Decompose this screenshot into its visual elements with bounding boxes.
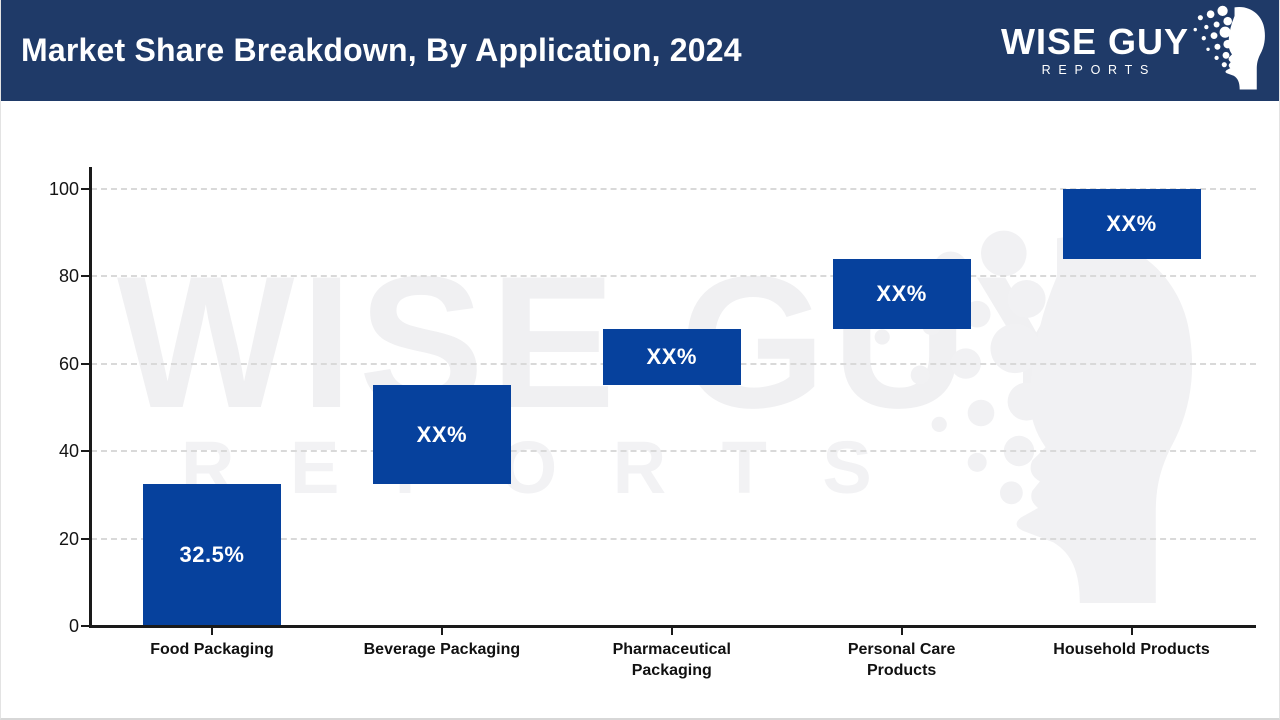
category-label: Household Products [1053, 641, 1210, 658]
page-title: Market Share Breakdown, By Application, … [21, 32, 742, 68]
x-tick-mark [440, 627, 443, 635]
x-tick-mark [900, 627, 903, 635]
bar-segment: XX% [832, 258, 971, 329]
y-tick-mark [81, 362, 89, 365]
y-tick-mark [81, 275, 89, 277]
category-label: Beverage Packaging [363, 641, 521, 658]
category-label: Food Packaging [150, 641, 274, 658]
bar-segment: XX% [602, 328, 741, 386]
y-tick-label: 60 [58, 353, 79, 374]
bar-value-label: 32.5% [179, 541, 245, 567]
gridline [91, 537, 1256, 540]
y-tick-label: 100 [48, 178, 79, 199]
x-tick-mark [1130, 627, 1133, 635]
dotted-face-profile-icon [1193, 5, 1265, 89]
y-tick-mark [81, 450, 89, 452]
bar-segment: XX% [1062, 188, 1201, 259]
brand-logo: WISE GUY REPORTS [1001, 4, 1269, 98]
category-label: Personal Care Products [847, 641, 956, 679]
x-tick-mark [211, 627, 213, 635]
x-axis-line [89, 625, 1256, 628]
category-label: Pharmaceutical Packaging [612, 641, 731, 679]
brand-subtitle: REPORTS [1041, 63, 1157, 78]
y-tick-label: 0 [68, 616, 79, 636]
brand-logo-text: WISE GUY REPORTS [1001, 24, 1189, 77]
watermark-subtitle-text: REPORTS [181, 426, 928, 509]
y-tick-mark [81, 187, 89, 190]
gridline [91, 187, 1256, 190]
y-tick-label: 40 [58, 441, 79, 461]
header-bar: Market Share Breakdown, By Application, … [1, 0, 1279, 101]
bar-segment: 32.5% [143, 483, 281, 626]
y-tick-mark [81, 625, 89, 627]
y-tick-label: 80 [58, 266, 79, 286]
bar-segment: XX% [372, 385, 511, 484]
bar-value-label: XX% [646, 343, 697, 369]
y-axis-line [89, 167, 92, 628]
bar-value-label: XX% [876, 280, 927, 306]
gridline [91, 450, 1256, 452]
bar-value-label: XX% [416, 421, 468, 447]
brand-name: WISE GUY [1000, 21, 1189, 63]
bar-value-label: XX% [1106, 210, 1157, 236]
y-tick-label: 20 [58, 528, 79, 549]
x-tick-mark [670, 627, 673, 635]
gridline [91, 275, 1256, 277]
y-tick-mark [81, 537, 89, 540]
